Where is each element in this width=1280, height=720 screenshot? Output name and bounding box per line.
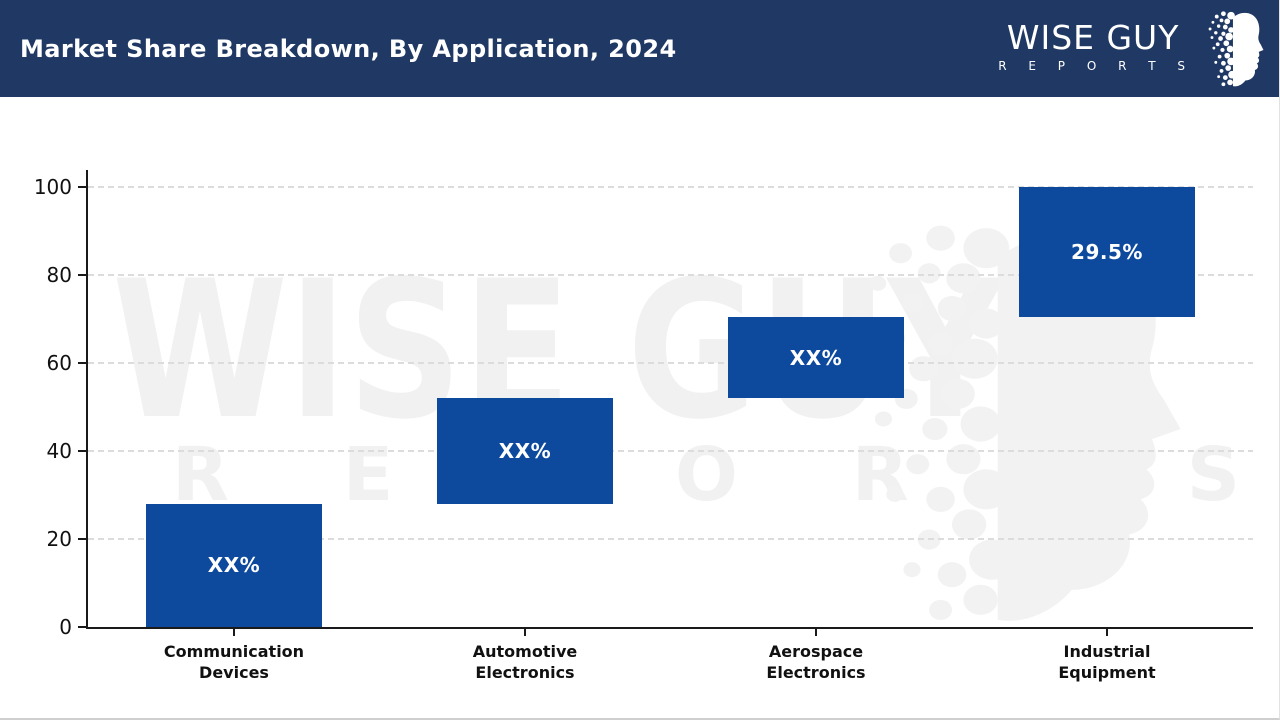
category-label: Industrial Equipment (1058, 642, 1156, 682)
gridline-100 (88, 186, 1253, 188)
category-label: Communication Devices (163, 642, 305, 682)
x-tick-3 (1106, 629, 1108, 636)
brand-logo: WISE GUY R E P O R T S (998, 6, 1266, 92)
y-tick-label-80: 80 (46, 263, 72, 287)
bar-value-label: XX% (207, 553, 261, 578)
brand-subname: R E P O R T S (998, 59, 1194, 74)
category-label: Aerospace Electronics (766, 642, 866, 682)
chart-title: Market Share Breakdown, By Application, … (20, 34, 677, 63)
gridline-80 (88, 274, 1253, 276)
brand-name: WISE GUY (1006, 18, 1180, 57)
bar-value-label: XX% (498, 439, 552, 464)
brand-face-dots-icon (1198, 8, 1266, 90)
x-tick-0 (233, 629, 235, 636)
y-tick-80 (78, 274, 86, 276)
bar-value-label: XX% (789, 345, 843, 370)
y-tick-100 (78, 186, 86, 188)
y-tick-label-40: 40 (46, 439, 72, 463)
x-axis (86, 627, 1253, 629)
y-tick-label-0: 0 (59, 615, 72, 639)
y-tick-0 (78, 626, 86, 628)
bar-value-label: 29.5% (1071, 239, 1143, 264)
y-tick-label-60: 60 (46, 351, 72, 375)
gridline-20 (88, 538, 1253, 540)
bar-segment: XX% (437, 398, 613, 504)
y-tick-label-100: 100 (33, 175, 72, 199)
gridline-60 (88, 362, 1253, 364)
y-tick-20 (78, 538, 86, 540)
bar-segment: 29.5% (1019, 187, 1195, 317)
y-tick-60 (78, 362, 86, 364)
gridline-40 (88, 450, 1253, 452)
y-axis (86, 170, 88, 627)
x-tick-2 (815, 629, 817, 636)
header-bar: Market Share Breakdown, By Application, … (0, 0, 1279, 97)
plot-area: 0 20 40 60 80 100 Communication Devices Automoti… (34, 170, 1253, 682)
bar-segment: XX% (146, 503, 322, 627)
x-tick-1 (524, 629, 526, 636)
y-tick-40 (78, 450, 86, 452)
bar-segment: XX% (728, 316, 904, 399)
category-label: Automotive Electronics (472, 642, 578, 682)
y-tick-label-20: 20 (46, 527, 72, 551)
brand-logo-text: WISE GUY R E P O R T S (992, 18, 1194, 74)
